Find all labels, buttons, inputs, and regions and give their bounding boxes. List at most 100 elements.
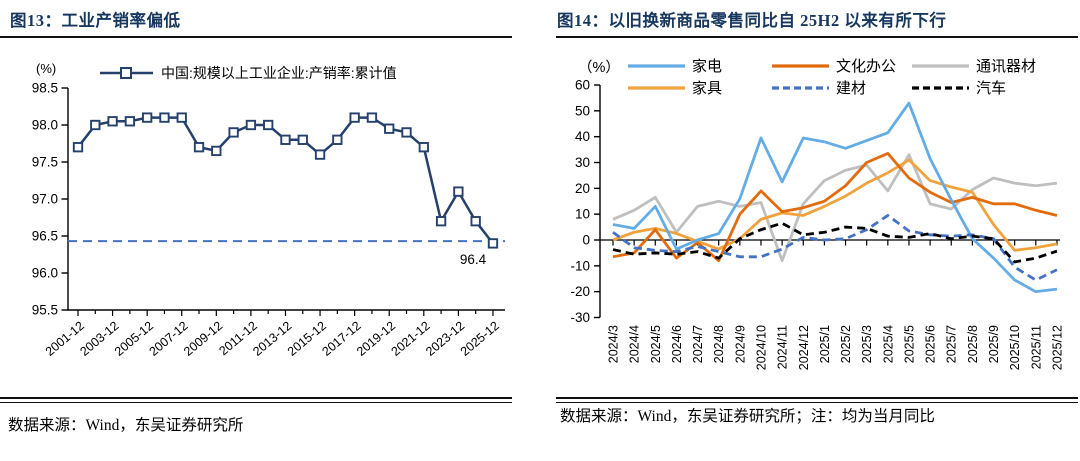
svg-text:2024/9: 2024/9 [733, 325, 747, 363]
svg-text:2024/12: 2024/12 [797, 325, 811, 370]
fig13-ytick-label: 95.5 [32, 303, 58, 318]
fig13-marker [487, 238, 499, 249]
fig14-ytick-label: -10 [570, 258, 590, 273]
svg-text:2009-12: 2009-12 [181, 319, 225, 359]
svg-text:2024/4: 2024/4 [628, 325, 642, 363]
svg-text:2024/6: 2024/6 [670, 325, 684, 363]
fig13-marker [453, 186, 464, 197]
svg-text:2024/11: 2024/11 [776, 325, 790, 369]
fig13-legend: 中国:规模以上工业企业:产销率:累计值 [100, 65, 397, 81]
svg-text:2025/7: 2025/7 [945, 325, 959, 363]
figure14-chart: 60 50 40 30 20 10 0 -10 -20 -30 （%） 2024/3 2024/4 202… [570, 58, 1064, 370]
fig13-marker [193, 142, 205, 153]
fig14-xtick-label: 2024/6 [670, 325, 684, 363]
figure13-title-rule [0, 36, 512, 38]
fig13-marker [470, 216, 481, 227]
series-culture-office [612, 152, 1058, 263]
fig13-xtick-label: 2009-12 [181, 319, 225, 359]
svg-text:2024/3: 2024/3 [607, 325, 621, 363]
fig14-ytick-label: 10 [575, 207, 590, 222]
fig13-ytick-label: 96.5 [32, 229, 58, 244]
figure14-bottom-rule [556, 397, 1078, 403]
figure14-panel: 图14：以旧换新商品零售同比自 25H2 以来有所下行 60 50 40 30 20 10… [540, 0, 1080, 461]
fig14-ytick-label: 30 [575, 155, 590, 170]
legend-label-building-materials: 建材 [836, 80, 866, 97]
legend-label-furniture: 家具 [692, 80, 722, 97]
fig14-xtick-label: 2025/7 [945, 325, 959, 363]
fig13-ytick-label: 98.5 [32, 81, 58, 96]
fig13-marker [332, 134, 343, 145]
figure13-source: 数据来源：Wind，东吴证券研究所 [8, 417, 244, 434]
svg-text:2025/12: 2025/12 [1050, 325, 1064, 370]
svg-text:2024/5: 2024/5 [649, 325, 663, 363]
fig13-marker [245, 119, 257, 131]
fig13-marker [280, 134, 291, 145]
fig14-xtick-label: 2024/5 [649, 325, 663, 363]
fig13-annotation: 96.4 [460, 252, 487, 267]
legend-label-comm-equipment: 通讯器材 [976, 58, 1036, 75]
fig13-unit-label: (%) [36, 61, 56, 76]
fig13-marker [159, 112, 170, 123]
svg-text:2025/5: 2025/5 [902, 325, 916, 363]
fig13-marker [297, 134, 308, 145]
svg-text:2025/6: 2025/6 [924, 325, 938, 363]
fig13-ytick-label: 96.0 [32, 266, 58, 281]
fig13-marker [366, 112, 378, 123]
figure13-bottom-rule [0, 397, 512, 403]
fig13-marker [314, 149, 326, 160]
svg-text:中国:规模以上工业企业:产销率:累计值: 中国:规模以上工业企业:产销率:累计值 [161, 65, 397, 81]
svg-text:2025/11: 2025/11 [1029, 325, 1043, 369]
fig13-marker [349, 112, 360, 123]
figure13-title: 图13：工业产销率偏低 [10, 11, 181, 30]
fig14-ytick-label: -30 [570, 310, 590, 325]
fig13-marker [90, 119, 101, 131]
fig13-marker [72, 142, 84, 153]
fig14-ytick-label: 50 [575, 103, 590, 118]
fig14-xtick-label: 2025/11 [1029, 325, 1043, 369]
fig14-xtick-label: 2025/1 [818, 325, 832, 363]
fig14-xtick-label: 2025/3 [860, 325, 874, 363]
svg-text:2025/8: 2025/8 [966, 325, 980, 363]
fig13-ytick-label: 98.0 [32, 118, 58, 133]
fig14-xtick-label: 2025/8 [966, 325, 980, 363]
fig14-xtick-label: 2024/3 [607, 325, 621, 363]
figure14-title-rule [556, 36, 1078, 38]
fig14-unit-label: （%） [578, 59, 620, 76]
fig14-xtick-label: 2025/10 [1008, 325, 1022, 370]
series-automobiles [612, 221, 1058, 264]
fig13-marker [263, 119, 274, 131]
fig14-xtick-label: 2025/2 [839, 325, 853, 363]
fig14-xtick-label: 2024/8 [712, 325, 726, 363]
fig14-xtick-label: 2025/9 [987, 325, 1001, 363]
fig13-ytick-label: 97.5 [32, 155, 58, 170]
fig14-xtick-label: 2025/5 [902, 325, 916, 363]
fig13-marker [107, 116, 118, 127]
figure14-title: 图14：以旧换新商品零售同比自 25H2 以来有所下行 [557, 11, 947, 30]
fig14-xtick-label: 2025/4 [881, 325, 895, 363]
fig14-ytick-label: 20 [575, 181, 590, 196]
fig13-ytick-label: 97.0 [32, 192, 58, 207]
fig13-marker [401, 127, 412, 138]
fig14-xtick-label: 2024/7 [691, 325, 705, 363]
svg-text:2024/7: 2024/7 [691, 325, 705, 363]
svg-text:2024/10: 2024/10 [754, 325, 768, 370]
figure14-source: 数据来源：Wind，东吴证券研究所；注：均为当月同比 [560, 408, 935, 425]
series-comm-equipment [612, 153, 1058, 263]
fig14-ytick-label: -20 [570, 284, 590, 299]
fig13-marker [435, 216, 447, 227]
figure13-chart: 98.598.097.597.096.596.095.5(%)2001-1220… [32, 61, 505, 359]
figure13-panel: 图13：工业产销率偏低 98.5 98.0 97.5 97.0 96.5 96.0 95.5… [0, 11, 512, 434]
svg-text:2025/4: 2025/4 [881, 325, 895, 363]
fig13-marker [228, 127, 239, 138]
legend-label-home-appliances: 家电 [692, 58, 722, 75]
fig13-marker [211, 145, 222, 157]
fig14-xtick-label: 2025/6 [924, 325, 938, 363]
fig13-xtick-label: 2025-12 [458, 319, 502, 359]
fig14-xtick-label: 2024/4 [628, 325, 642, 363]
legend-label-culture-office: 文化办公 [836, 58, 896, 75]
fig14-xtick-label: 2024/9 [733, 325, 747, 363]
series-home-appliances [612, 101, 1058, 294]
fig13-marker [384, 123, 395, 134]
